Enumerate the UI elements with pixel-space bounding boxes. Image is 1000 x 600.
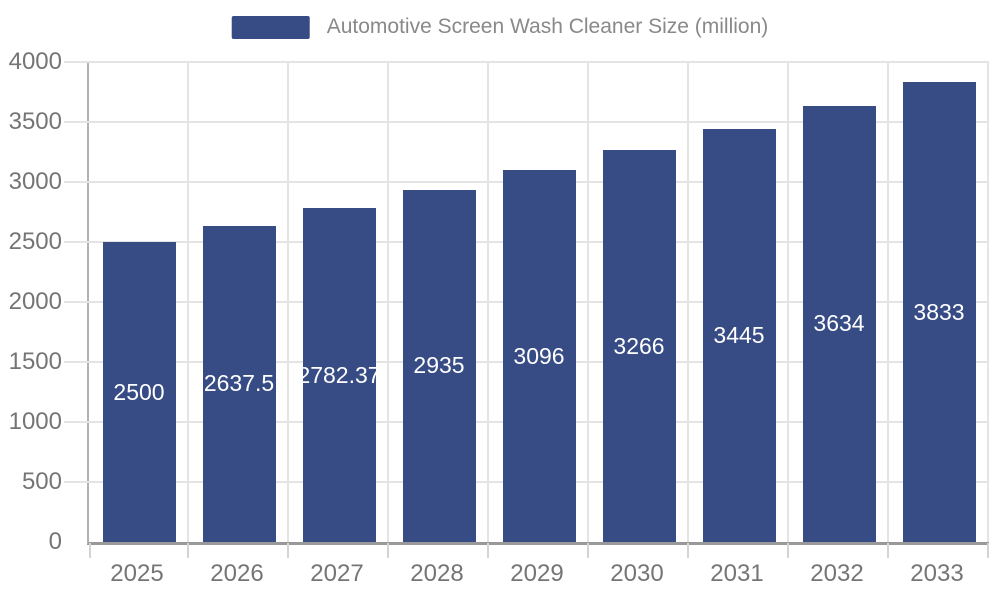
bar-value-label: 2500 bbox=[113, 378, 165, 405]
x-gridline bbox=[787, 62, 789, 542]
legend[interactable]: Automotive Screen Wash Cleaner Size (mil… bbox=[231, 15, 769, 39]
y-tick-label: 2000 bbox=[8, 288, 62, 315]
x-gridline bbox=[587, 62, 589, 542]
x-tick bbox=[187, 543, 189, 558]
bar-2031[interactable]: 3445 bbox=[702, 128, 776, 542]
bar-2028[interactable]: 2935 bbox=[402, 189, 476, 542]
bar-value-label: 2935 bbox=[413, 352, 465, 379]
x-tick bbox=[687, 543, 689, 558]
legend-swatch bbox=[231, 15, 310, 39]
x-tick bbox=[987, 543, 989, 558]
x-tick-label: 2032 bbox=[810, 560, 864, 587]
y-tick-label: 1500 bbox=[8, 348, 62, 375]
y-gridline bbox=[64, 61, 989, 63]
x-tick bbox=[887, 543, 889, 558]
y-tick-label: 2500 bbox=[8, 228, 62, 255]
x-tick-label: 2027 bbox=[310, 560, 364, 587]
x-tick bbox=[587, 543, 589, 558]
x-tick-label: 2031 bbox=[710, 560, 764, 587]
y-tick-label: 0 bbox=[48, 528, 62, 555]
x-tick-label: 2026 bbox=[210, 560, 264, 587]
x-tick bbox=[387, 543, 389, 558]
x-tick-label: 2025 bbox=[110, 560, 164, 587]
bar-2027[interactable]: 2782.37 bbox=[302, 208, 376, 542]
bar-2033[interactable]: 3833 bbox=[902, 82, 976, 542]
x-tick-label: 2033 bbox=[910, 560, 964, 587]
x-tick bbox=[89, 543, 91, 558]
x-tick bbox=[787, 543, 789, 558]
bar-value-label: 3634 bbox=[813, 310, 865, 337]
y-tick-label: 3500 bbox=[8, 108, 62, 135]
bar-2026[interactable]: 2637.5 bbox=[202, 225, 276, 542]
bar-value-label: 2782.37 bbox=[302, 361, 376, 388]
bar-2025[interactable]: 2500 bbox=[102, 242, 176, 542]
x-gridline bbox=[287, 62, 289, 542]
y-tick-label: 1000 bbox=[8, 408, 62, 435]
bar-value-label: 2637.5 bbox=[203, 370, 275, 397]
plot-area: 2500 2637.5 2782.37 2935 3096 3266 3445 3634 383… bbox=[64, 61, 989, 558]
bar-value-label: 3096 bbox=[513, 342, 565, 369]
x-gridline bbox=[687, 62, 689, 542]
x-tick bbox=[487, 543, 489, 558]
y-tick-label: 4000 bbox=[8, 48, 62, 75]
y-gridline bbox=[64, 121, 989, 123]
x-gridline bbox=[487, 62, 489, 542]
bar-2029[interactable]: 3096 bbox=[502, 170, 576, 542]
x-tick-label: 2029 bbox=[510, 560, 564, 587]
x-gridline bbox=[887, 62, 889, 542]
bar-2030[interactable]: 3266 bbox=[602, 150, 676, 542]
x-tick bbox=[287, 543, 289, 558]
x-gridline bbox=[987, 62, 989, 542]
x-gridline bbox=[387, 62, 389, 542]
legend-label: Automotive Screen Wash Cleaner Size (mil… bbox=[326, 15, 769, 38]
x-gridline bbox=[187, 62, 189, 542]
x-tick-label: 2028 bbox=[410, 560, 464, 587]
y-tick-label: 500 bbox=[21, 468, 62, 495]
bar-value-label: 3445 bbox=[713, 321, 765, 348]
x-tick-label: 2030 bbox=[610, 560, 664, 587]
bar-value-label: 3833 bbox=[913, 298, 965, 325]
bar-value-label: 3266 bbox=[613, 332, 665, 359]
y-tick-label: 3000 bbox=[8, 168, 62, 195]
bar-2032[interactable]: 3634 bbox=[802, 105, 876, 542]
